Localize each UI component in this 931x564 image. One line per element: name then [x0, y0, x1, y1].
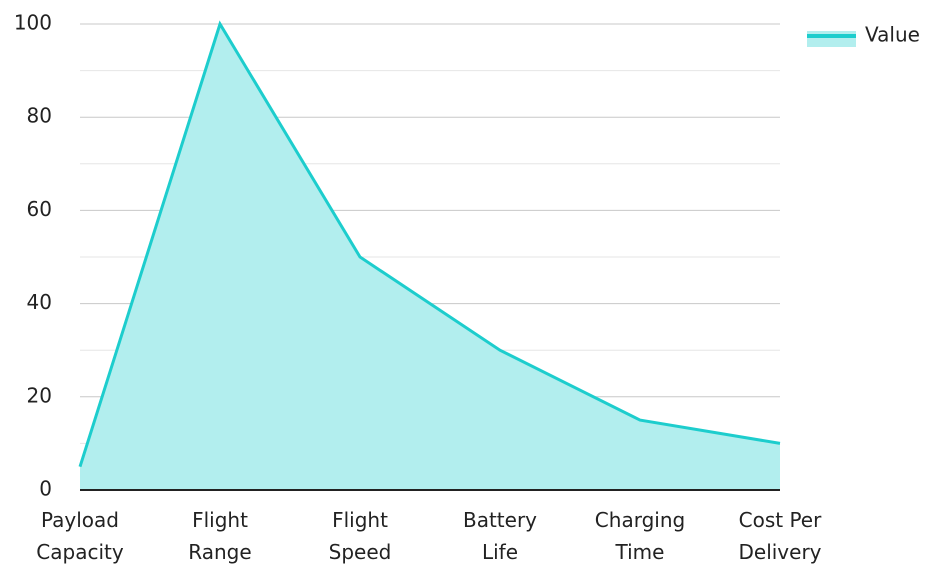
x-tick-label: Battery Life — [463, 508, 537, 564]
series-area-fill — [80, 24, 780, 490]
plot-area — [78, 20, 781, 490]
legend-swatch-fill — [807, 31, 856, 47]
x-tick-label-line: Delivery — [738, 540, 821, 564]
x-tick-label: Charging Time — [595, 508, 685, 564]
x-tick-label-line: Capacity — [36, 540, 124, 564]
x-tick-label-line: Charging — [595, 508, 685, 532]
y-tick-label: 0 — [39, 477, 52, 501]
legend-label: Value — [865, 23, 920, 47]
y-tick-label: 20 — [27, 383, 52, 407]
x-tick-label-line: Speed — [329, 540, 392, 564]
x-tick-label-line: Payload — [41, 508, 119, 532]
x-tick-label-line: Flight — [192, 508, 248, 532]
x-tick-label-line: Flight — [332, 508, 388, 532]
x-tick-label-line: Cost Per — [739, 508, 822, 532]
legend: Value — [807, 23, 920, 47]
x-tick-label-line: Time — [615, 540, 665, 564]
x-tick-label: Flight Range — [188, 508, 251, 564]
y-tick-label: 100 — [14, 11, 52, 35]
x-tick-label-line: Battery — [463, 508, 537, 532]
x-tick-label: Flight Speed — [329, 508, 392, 564]
y-tick-label: 60 — [27, 197, 52, 221]
y-tick-label: 80 — [27, 104, 52, 128]
y-tick-label: 40 — [27, 290, 52, 314]
x-tick-label: Cost Per Delivery — [738, 508, 822, 564]
x-tick-label-line: Range — [188, 540, 251, 564]
series-line — [78, 20, 781, 468]
x-tick-label-line: Life — [482, 540, 518, 564]
x-tick-label: Payload Capacity — [36, 508, 124, 564]
